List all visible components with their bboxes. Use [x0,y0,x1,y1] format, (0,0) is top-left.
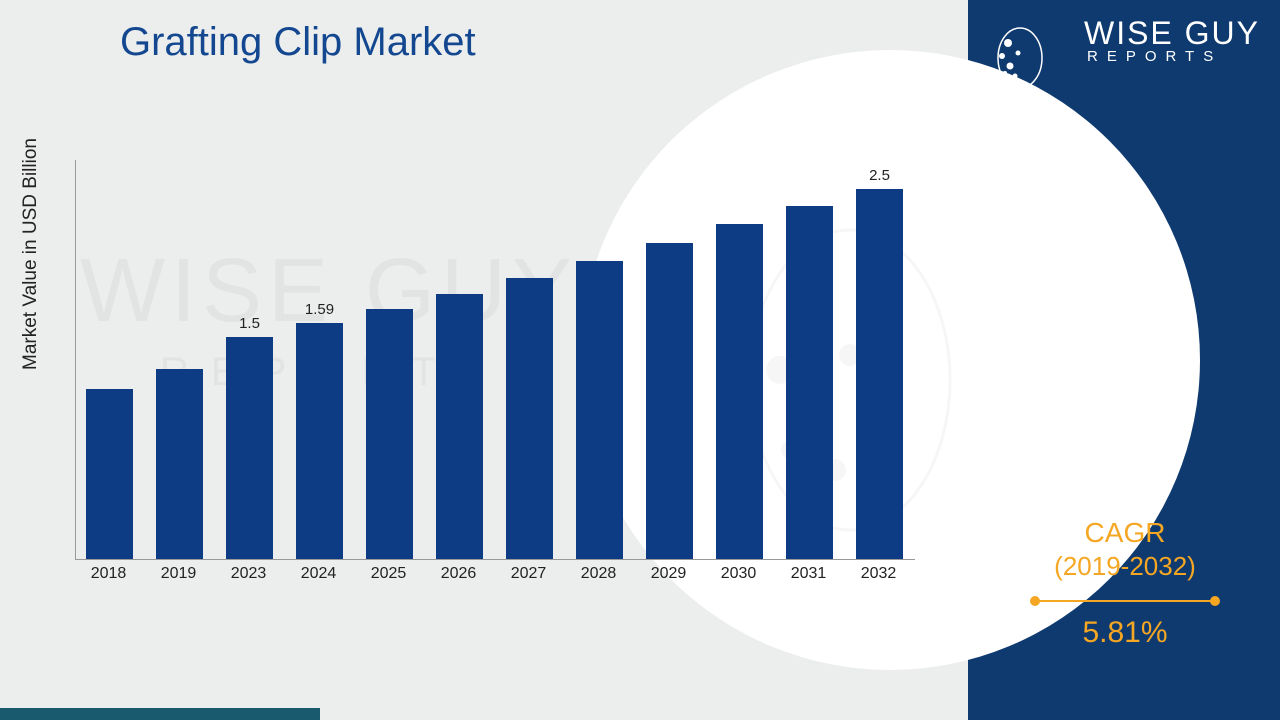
bar [786,206,833,559]
chart-title: Grafting Clip Market [120,20,476,65]
bar: 1.59 [296,323,343,559]
x-tick-label: 2026 [441,565,477,583]
bar-value-label: 2.5 [856,167,903,184]
x-tick-label: 2029 [651,565,687,583]
bar [436,294,483,559]
cagr-range: (2019-2032) [1010,551,1240,582]
bar [646,243,693,559]
x-tick-label: 2024 [301,565,337,583]
bar [576,261,623,559]
bar-value-label: 1.59 [296,301,343,318]
x-tick-label: 2018 [91,565,127,583]
x-tick-label: 2031 [791,565,827,583]
x-tick-label: 2025 [371,565,407,583]
bar-value-label: 1.5 [226,315,273,332]
bar [506,278,553,559]
plot-area: 1.5 1.59 2.5 [75,160,915,560]
x-tick-label: 2019 [161,565,197,583]
bar [156,369,203,559]
cagr-value: 5.81% [1010,616,1240,650]
x-tick-label: 2032 [861,565,897,583]
bar [716,224,763,559]
bar: 2.5 [856,189,903,559]
bar [86,389,133,559]
x-tick-label: 2028 [581,565,617,583]
x-tick-label: 2030 [721,565,757,583]
x-tick-label: 2023 [231,565,267,583]
cagr-title: CAGR [1010,517,1240,549]
logo-head-icon [990,18,1050,98]
bottom-accent-bar [0,708,320,720]
cagr-divider [1035,600,1215,602]
bar [366,309,413,559]
bar: 1.5 [226,337,273,559]
logo-line1: WISE GUY [1084,15,1260,52]
brand-logo: WISE GUY REPORTS [1084,15,1260,65]
y-axis-label: Market Value in USD Billion [20,138,42,370]
bar-chart: 1.5 1.59 2.5 2018 2019 2023 2024 2025 2026 2027 2… [45,160,915,600]
x-tick-label: 2027 [511,565,547,583]
cagr-block: CAGR (2019-2032) 5.81% [1010,517,1240,650]
